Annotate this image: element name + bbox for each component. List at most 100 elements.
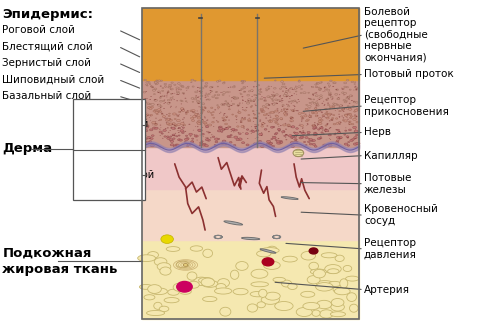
Ellipse shape <box>260 108 264 110</box>
Ellipse shape <box>275 139 277 141</box>
Ellipse shape <box>255 118 257 119</box>
Ellipse shape <box>224 119 227 121</box>
Ellipse shape <box>291 126 295 128</box>
Ellipse shape <box>276 140 280 142</box>
Ellipse shape <box>231 128 235 130</box>
Ellipse shape <box>313 269 325 278</box>
Ellipse shape <box>342 89 344 90</box>
Ellipse shape <box>146 91 147 92</box>
Ellipse shape <box>169 119 173 121</box>
Ellipse shape <box>301 112 305 114</box>
Ellipse shape <box>195 91 198 93</box>
Ellipse shape <box>205 85 207 87</box>
Ellipse shape <box>354 111 356 112</box>
Ellipse shape <box>258 90 260 91</box>
Ellipse shape <box>168 289 179 295</box>
Ellipse shape <box>329 120 331 121</box>
Ellipse shape <box>147 107 151 109</box>
Ellipse shape <box>248 115 250 116</box>
Ellipse shape <box>327 117 329 118</box>
Ellipse shape <box>349 117 352 118</box>
Ellipse shape <box>252 131 255 132</box>
Ellipse shape <box>260 94 261 95</box>
Ellipse shape <box>224 129 226 130</box>
Ellipse shape <box>151 135 154 136</box>
Ellipse shape <box>151 86 154 88</box>
Ellipse shape <box>288 101 290 102</box>
Ellipse shape <box>192 138 194 139</box>
Ellipse shape <box>278 126 280 127</box>
Ellipse shape <box>314 122 316 123</box>
Ellipse shape <box>230 105 232 106</box>
Ellipse shape <box>353 126 357 128</box>
Ellipse shape <box>336 89 338 90</box>
Ellipse shape <box>281 109 282 110</box>
Ellipse shape <box>280 125 281 126</box>
Ellipse shape <box>256 142 259 144</box>
Ellipse shape <box>348 121 351 122</box>
Ellipse shape <box>274 95 276 96</box>
Ellipse shape <box>255 138 256 139</box>
Ellipse shape <box>355 89 357 90</box>
Ellipse shape <box>205 139 209 141</box>
Ellipse shape <box>311 86 312 87</box>
Ellipse shape <box>348 121 350 122</box>
Ellipse shape <box>241 88 243 90</box>
Ellipse shape <box>284 111 286 112</box>
Ellipse shape <box>254 81 256 82</box>
Ellipse shape <box>194 277 209 286</box>
Ellipse shape <box>198 129 202 131</box>
Ellipse shape <box>335 141 339 143</box>
Ellipse shape <box>344 120 348 122</box>
Ellipse shape <box>351 81 354 83</box>
Ellipse shape <box>308 92 309 93</box>
Ellipse shape <box>293 149 304 157</box>
Ellipse shape <box>273 112 275 113</box>
Ellipse shape <box>171 86 172 87</box>
Ellipse shape <box>195 97 197 98</box>
Ellipse shape <box>254 126 256 127</box>
Ellipse shape <box>160 86 162 87</box>
Ellipse shape <box>243 80 246 82</box>
Ellipse shape <box>319 82 321 84</box>
Ellipse shape <box>201 141 203 142</box>
Ellipse shape <box>143 127 146 128</box>
Ellipse shape <box>165 119 169 121</box>
Ellipse shape <box>307 124 308 125</box>
Ellipse shape <box>202 110 204 111</box>
Ellipse shape <box>313 94 314 95</box>
Ellipse shape <box>312 94 313 95</box>
Ellipse shape <box>344 101 347 103</box>
Ellipse shape <box>344 108 345 109</box>
Ellipse shape <box>187 272 197 280</box>
Text: Рецептор
прикосновения: Рецептор прикосновения <box>364 95 449 117</box>
Ellipse shape <box>356 142 360 145</box>
Text: Роговой слой: Роговой слой <box>2 25 75 35</box>
Ellipse shape <box>290 120 294 122</box>
Ellipse shape <box>202 121 206 123</box>
Ellipse shape <box>240 121 242 122</box>
Ellipse shape <box>290 88 293 89</box>
Ellipse shape <box>349 95 352 97</box>
Ellipse shape <box>295 91 297 92</box>
Ellipse shape <box>241 96 243 97</box>
Ellipse shape <box>144 79 147 81</box>
Ellipse shape <box>292 117 293 118</box>
Ellipse shape <box>315 95 318 97</box>
Ellipse shape <box>205 145 208 147</box>
Ellipse shape <box>247 102 249 103</box>
Ellipse shape <box>299 131 301 132</box>
Ellipse shape <box>350 139 353 141</box>
Ellipse shape <box>214 95 216 96</box>
Ellipse shape <box>143 112 144 113</box>
Ellipse shape <box>203 122 207 124</box>
Ellipse shape <box>329 128 330 129</box>
Ellipse shape <box>204 97 206 98</box>
Ellipse shape <box>240 120 242 121</box>
Ellipse shape <box>190 141 194 143</box>
Ellipse shape <box>162 138 163 139</box>
Ellipse shape <box>315 92 317 93</box>
Ellipse shape <box>164 136 166 137</box>
Ellipse shape <box>275 121 277 123</box>
Ellipse shape <box>204 107 206 108</box>
